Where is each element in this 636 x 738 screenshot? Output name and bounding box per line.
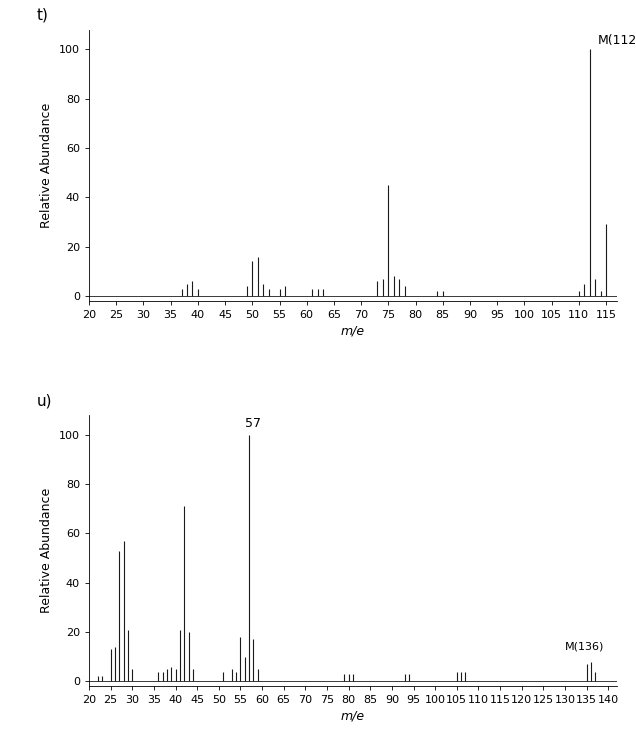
Text: u): u) — [36, 393, 52, 408]
Y-axis label: Relative Abundance: Relative Abundance — [41, 103, 53, 228]
Y-axis label: Relative Abundance: Relative Abundance — [41, 488, 53, 613]
Text: M(112): M(112) — [598, 34, 636, 46]
Text: t): t) — [36, 8, 48, 23]
Text: M(136): M(136) — [565, 642, 604, 652]
X-axis label: m/e: m/e — [341, 324, 365, 337]
Text: 57: 57 — [245, 417, 261, 430]
X-axis label: m/e: m/e — [341, 709, 365, 723]
